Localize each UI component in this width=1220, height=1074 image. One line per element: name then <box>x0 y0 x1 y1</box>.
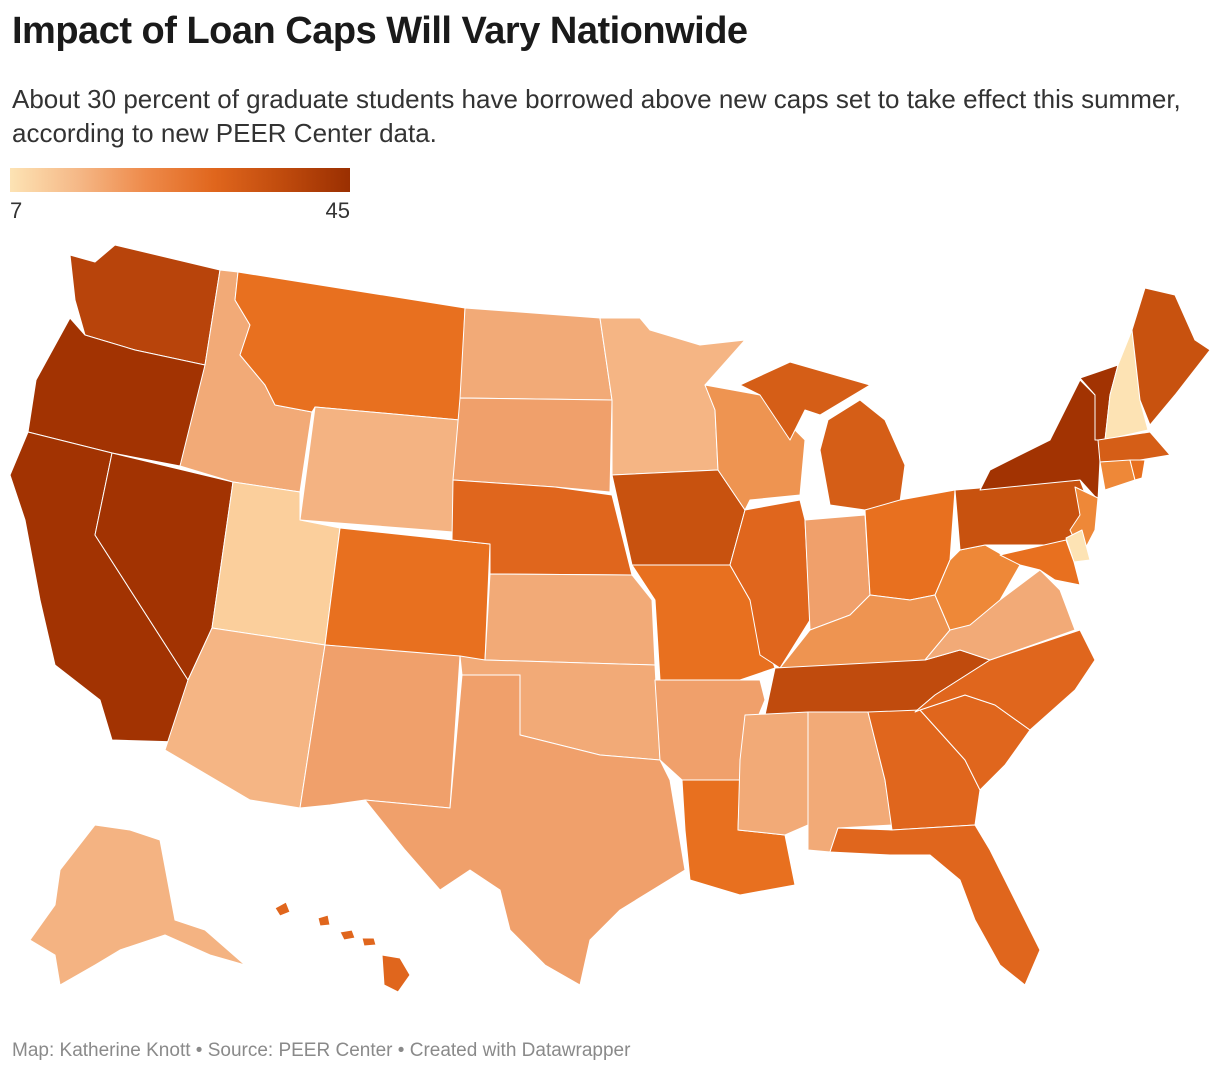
state-nm[interactable] <box>299 644 461 809</box>
state-sd[interactable] <box>452 397 613 493</box>
state-ma[interactable] <box>1097 431 1171 463</box>
state-ny[interactable] <box>979 379 1101 501</box>
state-me[interactable] <box>1131 287 1211 426</box>
state-fl[interactable] <box>829 824 1041 986</box>
state-ri[interactable] <box>1129 459 1146 481</box>
footer-credits: Map: Katherine Knott • Source: PEER Cent… <box>12 1040 631 1061</box>
chart-subtitle: About 30 percent of graduate students ha… <box>12 84 1181 148</box>
state-co[interactable] <box>324 527 491 661</box>
state-ks[interactable] <box>484 573 656 666</box>
state-wy[interactable] <box>299 406 461 533</box>
state-ms[interactable] <box>737 711 809 836</box>
states-layer <box>9 244 1211 993</box>
state-tx[interactable] <box>364 674 686 986</box>
state-nc[interactable] <box>914 629 1096 731</box>
state-hi[interactable] <box>274 901 411 993</box>
state-nd[interactable] <box>459 307 613 401</box>
legend-max-label: 45 <box>325 198 350 223</box>
state-md[interactable] <box>999 539 1081 586</box>
us-choropleth-map <box>0 236 1220 1036</box>
legend-min-label: 7 <box>10 198 23 223</box>
color-legend: 7 45 <box>10 168 350 223</box>
state-ct[interactable] <box>1099 459 1136 491</box>
chart-title: Impact of Loan Caps Will Vary Nationwide <box>12 10 748 52</box>
state-ak[interactable] <box>29 824 246 986</box>
map-svg <box>9 244 1211 993</box>
state-ia[interactable] <box>611 469 746 566</box>
legend-gradient-bar <box>10 168 350 192</box>
